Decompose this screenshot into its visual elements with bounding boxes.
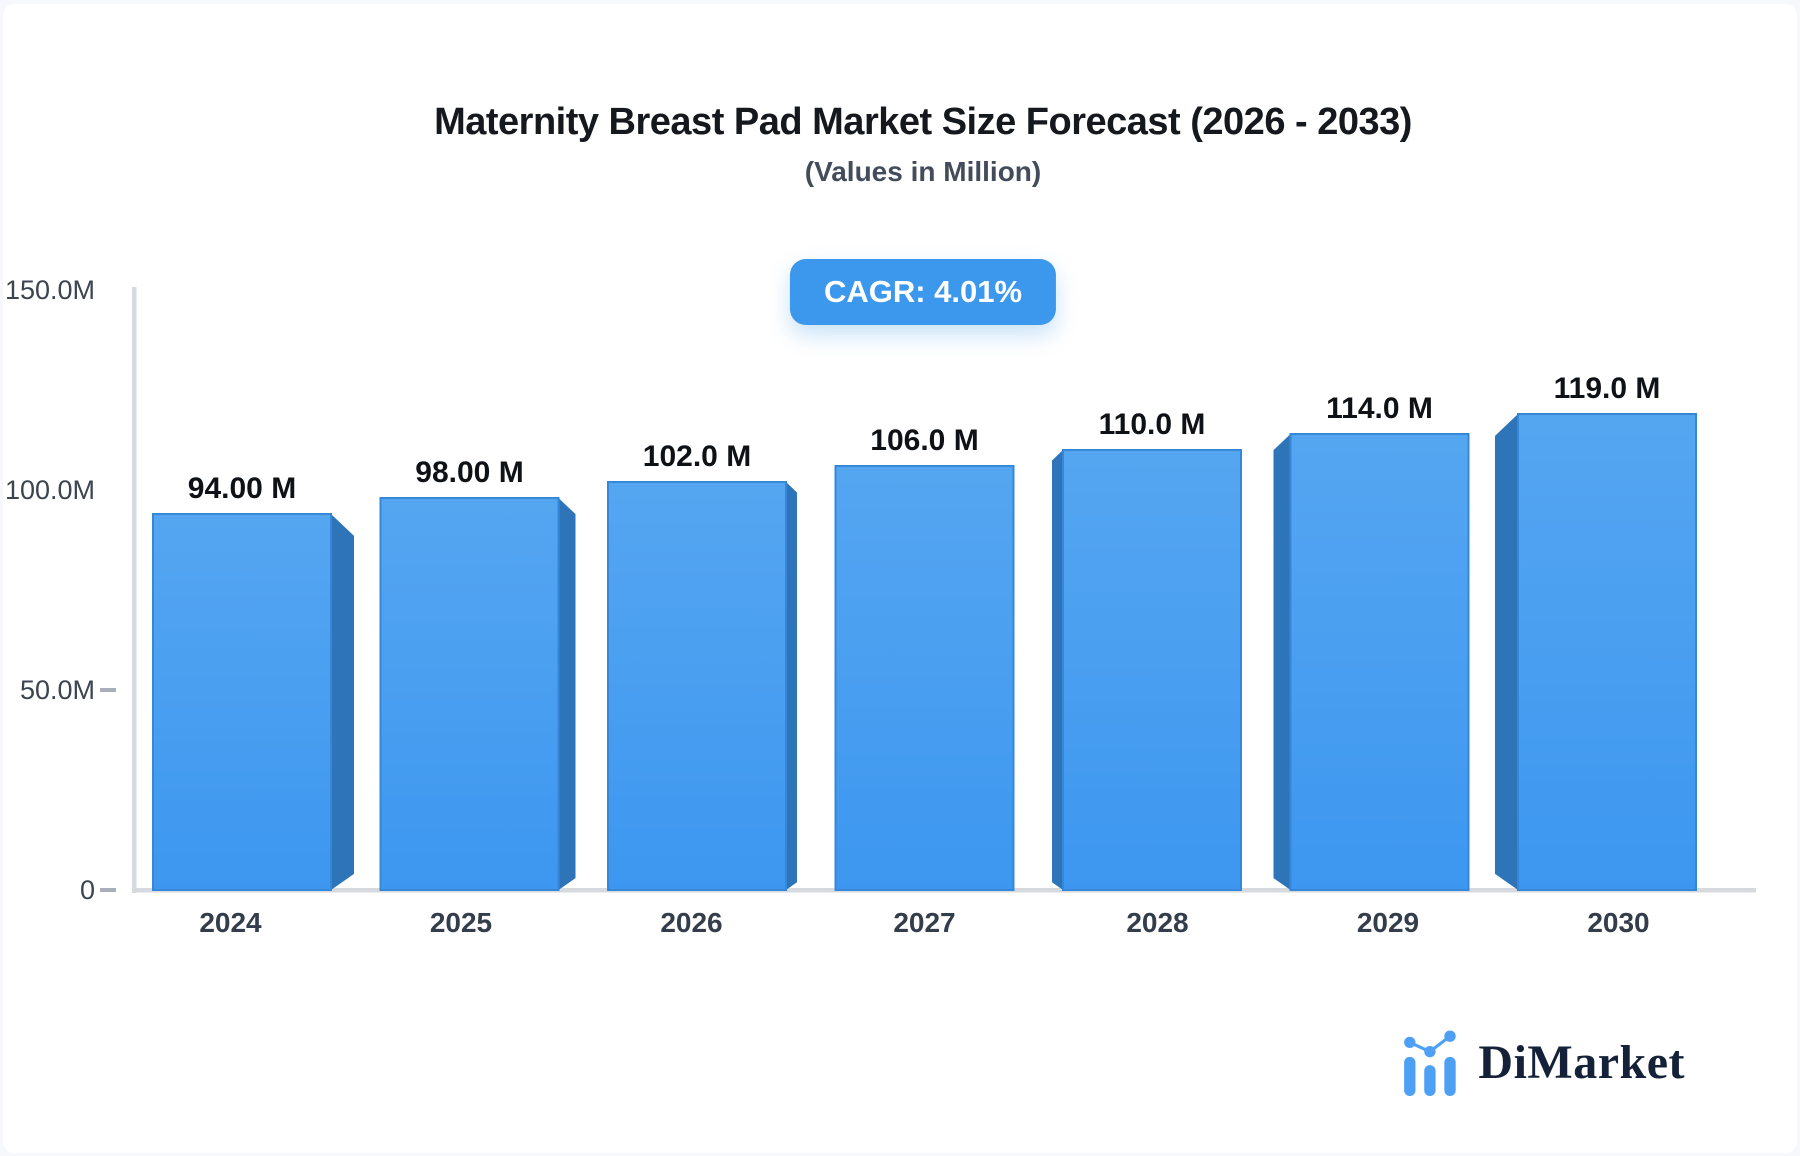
bar-value-label: 98.00 M	[415, 456, 523, 489]
bar-value-label: 110.0 M	[1099, 408, 1206, 441]
bar-2030	[1517, 413, 1697, 891]
chart-title: Maternity Breast Pad Market Size Forecas…	[434, 101, 1412, 143]
bar-2029	[1289, 433, 1470, 891]
bar-value-label: 119.0 M	[1554, 372, 1661, 405]
dimarket-logo: DiMarket	[1402, 1030, 1685, 1096]
x-axis-label: 2026	[660, 907, 722, 938]
logo-text: DiMarket	[1478, 1036, 1685, 1089]
x-axis-label: 2024	[199, 907, 262, 938]
bar-side-3d	[558, 498, 576, 890]
bar-2028	[1062, 449, 1242, 891]
y-tick-label: 100.0M	[5, 475, 95, 505]
bar-line-chart-icon	[1404, 1030, 1457, 1096]
bar-side-3d	[1495, 414, 1518, 890]
cagr-badge: CAGR: 4.01%	[789, 259, 1057, 325]
bar-chart: 150.0M 100.0M 50.0M 0 94.00 M 2024 98.00 M 2025…	[5, 275, 1756, 938]
bar-value-label: 94.00 M	[188, 472, 296, 505]
bar-2027	[834, 465, 1015, 891]
x-axis-label: 2027	[893, 907, 955, 938]
bar-value-label: 114.0 M	[1326, 392, 1433, 425]
y-tick-label: 0	[80, 875, 95, 905]
x-axis-label: 2028	[1126, 907, 1188, 938]
y-tick-label: 150.0M	[5, 275, 95, 305]
bar-side-3d	[1052, 450, 1063, 890]
y-tick-label: 50.0M	[20, 675, 95, 705]
bar-side-3d	[331, 514, 354, 890]
x-axis-label: 2025	[430, 907, 492, 938]
bar-side-3d	[786, 482, 797, 890]
bar-side-3d	[1273, 434, 1291, 890]
y-tick-dash	[100, 888, 116, 892]
chart-card: Maternity Breast Pad Market Size Forecas…	[3, 4, 1797, 1153]
x-axis-label: 2029	[1357, 907, 1419, 938]
bar-2026	[607, 481, 787, 891]
bar-value-label: 106.0 M	[870, 424, 978, 457]
bar-value-label: 102.0 M	[643, 440, 751, 473]
chart-subtitle: (Values in Million)	[804, 156, 1042, 187]
bar-2024	[152, 513, 332, 891]
y-tick-dash	[100, 688, 116, 692]
bar-2025	[379, 497, 560, 891]
x-axis-label: 2030	[1587, 907, 1649, 938]
y-axis-line	[132, 287, 137, 893]
